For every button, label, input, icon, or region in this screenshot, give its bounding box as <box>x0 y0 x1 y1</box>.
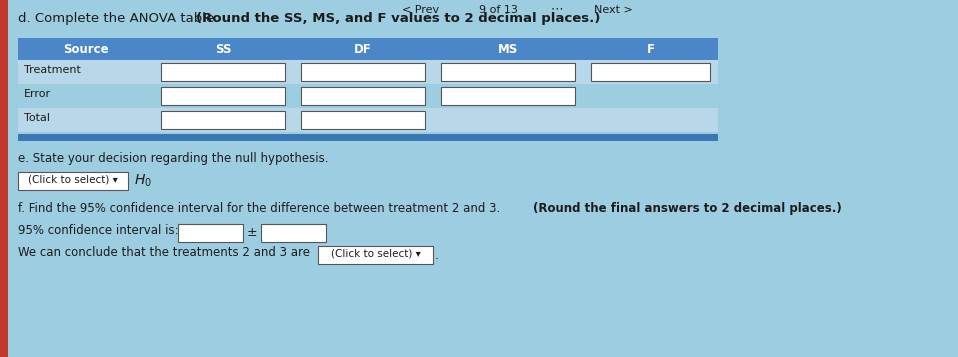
Bar <box>161 111 285 129</box>
Text: DF: DF <box>354 43 372 56</box>
Text: F: F <box>647 43 654 56</box>
Text: 95% confidence interval is:: 95% confidence interval is: <box>18 224 178 237</box>
Bar <box>301 87 425 105</box>
Bar <box>18 134 718 141</box>
Text: (Click to select) ▾: (Click to select) ▾ <box>28 175 118 185</box>
Bar <box>301 63 425 81</box>
Bar <box>441 87 575 105</box>
Bar <box>441 63 575 81</box>
Bar <box>18 108 718 132</box>
Text: We can conclude that the treatments 2 and 3 are: We can conclude that the treatments 2 an… <box>18 246 310 259</box>
Text: Treatment: Treatment <box>24 65 80 75</box>
Bar <box>161 63 285 81</box>
Bar <box>318 246 433 264</box>
Bar <box>18 38 718 60</box>
Bar <box>0 0 8 357</box>
Text: Total: Total <box>24 113 50 123</box>
Text: Next >: Next > <box>594 5 632 15</box>
Bar <box>301 111 425 129</box>
Bar <box>178 224 243 242</box>
Text: .: . <box>435 249 439 262</box>
Text: (Round the SS, MS, and F values to 2 decimal places.): (Round the SS, MS, and F values to 2 dec… <box>196 12 601 25</box>
Text: Error: Error <box>24 89 51 99</box>
Bar <box>591 63 710 81</box>
Text: e. State your decision regarding the null hypothesis.: e. State your decision regarding the nul… <box>18 152 329 165</box>
Text: f. Find the 95% confidence interval for the difference between treatment 2 and 3: f. Find the 95% confidence interval for … <box>18 202 504 215</box>
Text: 9 of 13: 9 of 13 <box>479 5 518 15</box>
Bar <box>161 87 285 105</box>
Text: (Click to select) ▾: (Click to select) ▾ <box>331 249 421 259</box>
Text: d. Complete the ANOVA table.: d. Complete the ANOVA table. <box>18 12 222 25</box>
Text: < Prev: < Prev <box>402 5 440 15</box>
Bar <box>18 172 128 190</box>
Text: ⋯: ⋯ <box>551 2 563 15</box>
Text: $H_0$: $H_0$ <box>134 173 152 189</box>
Bar <box>18 84 718 108</box>
Text: ±: ± <box>247 226 258 239</box>
Text: Source: Source <box>62 43 108 56</box>
Text: (Round the final answers to 2 decimal places.): (Round the final answers to 2 decimal pl… <box>533 202 842 215</box>
Bar <box>261 224 326 242</box>
Bar <box>18 60 718 84</box>
Text: MS: MS <box>498 43 518 56</box>
Text: SS: SS <box>215 43 231 56</box>
